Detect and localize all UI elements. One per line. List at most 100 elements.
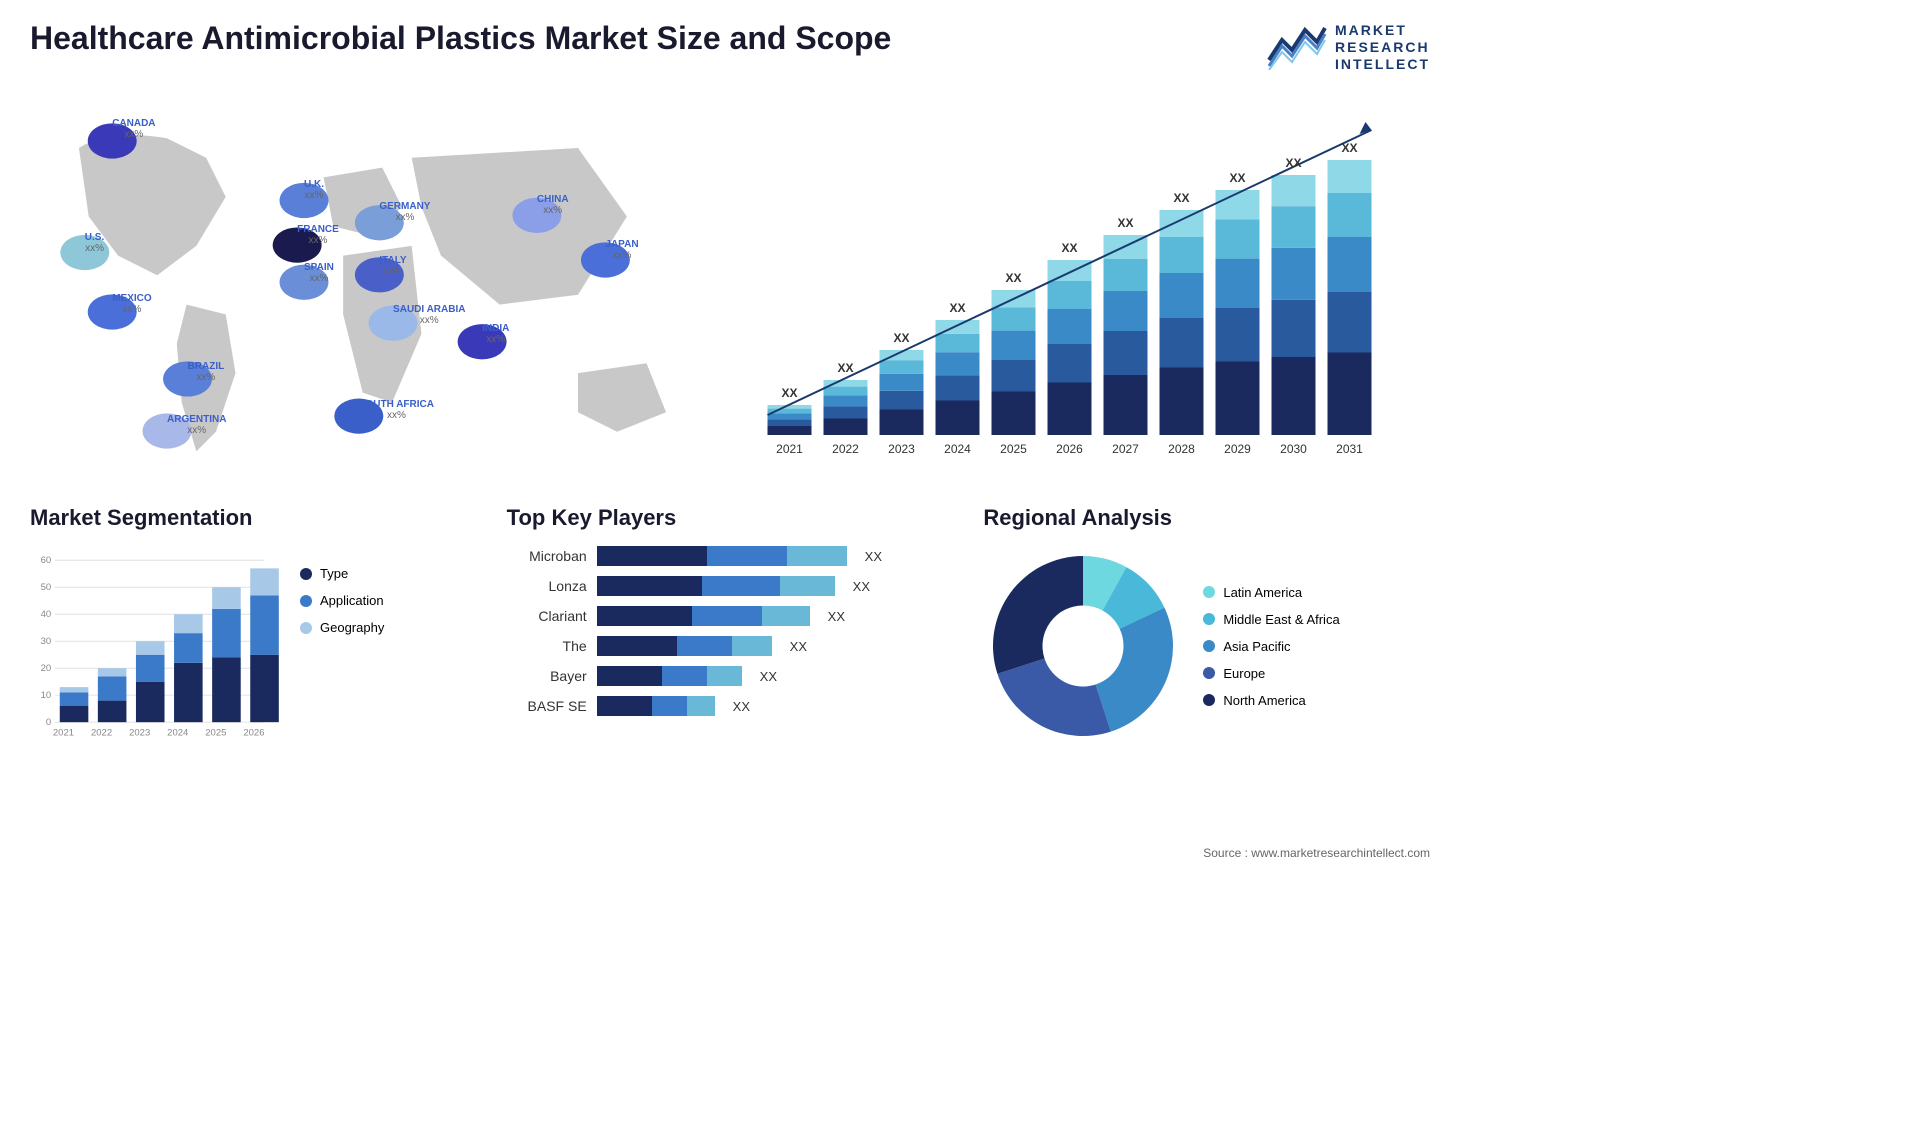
seg-legend-label: Geography [320,620,384,635]
growth-bar-value-label: XX [1005,271,1021,285]
growth-bar-segment [1104,331,1148,375]
map-label-us: U.S.xx% [85,232,104,254]
player-bar-segment [702,576,780,596]
seg-y-tick: 60 [41,555,52,566]
regional-legend-item: Asia Pacific [1203,639,1339,654]
regional-legend-item: Middle East & Africa [1203,612,1339,627]
map-label-saudiarabia: SAUDI ARABIAxx% [393,304,465,326]
player-bar-segment [597,546,707,566]
players-panel: Top Key Players MicrobanXXLonzaXXClarian… [507,505,954,746]
growth-bar-year-label: 2026 [1056,442,1083,456]
regional-chart: Latin AmericaMiddle East & AfricaAsia Pa… [983,546,1430,746]
growth-bar-segment [1048,309,1092,344]
seg-bar-segment [98,701,127,723]
growth-bar-year-label: 2024 [944,442,971,456]
seg-x-label: 2022 [91,728,112,739]
seg-bar-segment [212,609,241,658]
player-bar-segment [732,636,772,656]
growth-bar-segment [1048,344,1092,383]
growth-bar-value-label: XX [837,361,853,375]
players-chart: MicrobanXXLonzaXXClariantXXTheXXBayerXXB… [507,546,954,716]
growth-bar-segment [768,419,812,426]
player-bar-segment [597,696,652,716]
seg-bar-segment [174,663,203,722]
growth-chart-section: 2021202220232024202520262027202820292030… [745,95,1430,475]
growth-bar-year-label: 2029 [1224,442,1251,456]
map-label-canada: CANADAxx% [112,118,155,140]
donut-slice [1096,608,1173,732]
player-name: Microban [507,548,587,564]
donut-slice [998,659,1111,736]
seg-bar-segment [136,682,165,722]
logo-text: MARKET RESEARCH INTELLECT [1335,22,1430,72]
player-bar-segment [692,606,762,626]
growth-bar-segment [880,391,924,410]
player-bar-segment [652,696,687,716]
growth-bar-segment [880,360,924,374]
legend-dot-icon [1203,613,1215,625]
growth-bar-segment [768,413,812,419]
player-bar [597,666,742,686]
regional-legend-label: North America [1223,693,1305,708]
growth-bar-value-label: XX [1117,216,1133,230]
regional-panel: Regional Analysis Latin AmericaMiddle Ea… [983,505,1430,746]
growth-bar-segment [1272,248,1316,300]
world-map-section: CANADAxx%U.S.xx%MEXICOxx%BRAZILxx%ARGENT… [30,95,715,475]
player-bar [597,546,847,566]
player-name: The [507,638,587,654]
segmentation-chart: 202120222023202420252026 0102030405060 T… [30,546,477,746]
regional-legend-item: North America [1203,693,1339,708]
seg-bar-segment [250,595,279,654]
page-title: Healthcare Antimicrobial Plastics Market… [30,20,891,57]
segmentation-legend: TypeApplicationGeography [300,546,384,746]
regional-legend-label: Asia Pacific [1223,639,1290,654]
seg-legend-item: Application [300,593,384,608]
growth-bar-segment [992,307,1036,330]
seg-y-tick: 20 [41,663,52,674]
donut-container [983,546,1183,746]
growth-bar-segment [824,387,868,396]
seg-bar-segment [60,693,89,706]
regional-legend-label: Middle East & Africa [1223,612,1339,627]
growth-bar-value-label: XX [1341,141,1357,155]
player-bar [597,606,810,626]
growth-bar-segment [1160,237,1204,273]
growth-bar-segment [824,395,868,406]
map-label-france: FRANCExx% [297,224,339,246]
growth-bar-value-label: XX [949,301,965,315]
player-bar-segment [597,636,677,656]
player-name: Bayer [507,668,587,684]
growth-bar-segment [768,426,812,435]
player-bar-segment [707,666,742,686]
growth-bar-segment [1104,291,1148,331]
legend-dot-icon [1203,694,1215,706]
growth-bar-segment [824,419,868,436]
seg-y-tick: 30 [41,636,52,647]
map-label-germany: GERMANYxx% [379,201,430,223]
growth-bar-segment [936,401,980,436]
growth-bar-segment [1272,300,1316,357]
segmentation-panel: Market Segmentation 20212022202320242025… [30,505,477,746]
growth-bar-segment [880,410,924,436]
seg-bar-segment [174,614,203,633]
seg-bar-segment [98,668,127,676]
logo-mark-icon [1267,20,1327,75]
donut-slice [993,556,1083,674]
seg-bar-segment [60,706,89,722]
header: Healthcare Antimicrobial Plastics Market… [30,20,1430,75]
growth-bar-segment [1328,292,1372,353]
seg-x-label: 2024 [167,728,189,739]
growth-bar-segment [936,352,980,375]
seg-y-tick: 0 [46,717,51,728]
growth-bar-segment [992,360,1036,392]
map-label-china: CHINAxx% [537,194,569,216]
growth-bar-value-label: XX [1229,171,1245,185]
seg-y-tick: 50 [41,582,52,593]
player-bar-segment [662,666,707,686]
seg-bar-segment [60,687,89,692]
growth-bar-value-label: XX [781,386,797,400]
bottom-row: Market Segmentation 20212022202320242025… [30,505,1430,746]
growth-bar-segment [1048,260,1092,281]
logo-line1: MARKET [1335,22,1430,39]
seg-x-label: 2026 [243,728,264,739]
